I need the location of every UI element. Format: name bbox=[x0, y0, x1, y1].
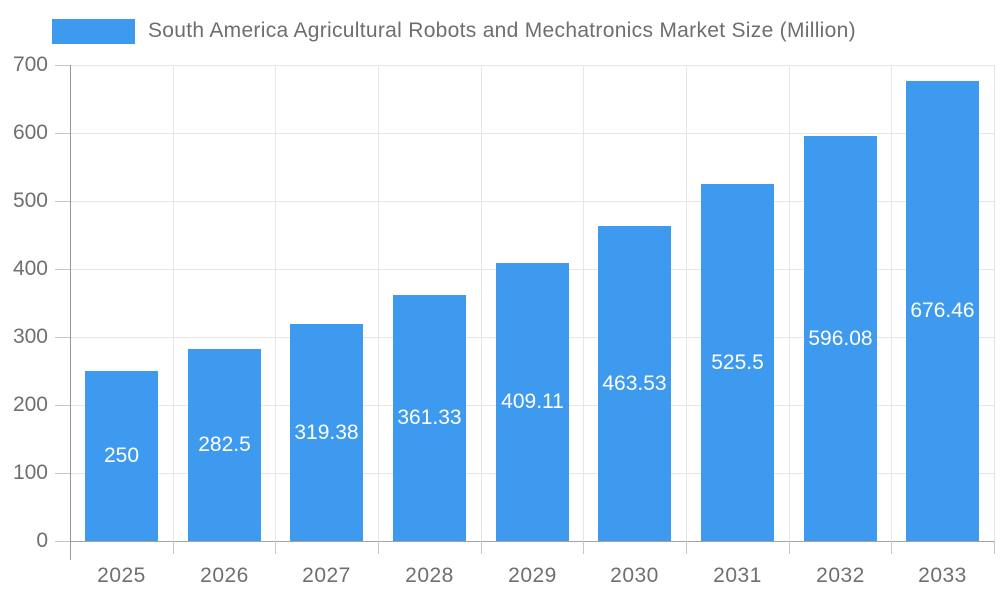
bar-value-label: 250 bbox=[103, 444, 140, 467]
gridline-v bbox=[173, 65, 174, 541]
y-tick bbox=[55, 269, 70, 270]
bar-2028[interactable]: 361.33 bbox=[393, 295, 466, 541]
x-axis-tick-label: 2028 bbox=[405, 564, 454, 587]
x-tick bbox=[583, 541, 584, 554]
gridline-v bbox=[481, 65, 482, 541]
bar-2025[interactable]: 250 bbox=[85, 371, 158, 541]
bar-2032[interactable]: 596.08 bbox=[804, 136, 877, 541]
x-axis-tick-label: 2031 bbox=[713, 564, 762, 587]
x-tick bbox=[275, 541, 276, 554]
bar-value-label: 596.08 bbox=[808, 326, 873, 350]
gridline-v bbox=[275, 65, 276, 541]
bar-value-label: 282.5 bbox=[198, 433, 251, 456]
gridline-h bbox=[70, 65, 994, 66]
bar-value-label: 676.46 bbox=[910, 299, 975, 322]
gridline-v bbox=[378, 65, 379, 541]
x-axis-tick-label: 2032 bbox=[816, 564, 865, 587]
bar-2027[interactable]: 319.38 bbox=[290, 324, 363, 541]
x-tick bbox=[686, 541, 687, 554]
y-tick bbox=[55, 201, 70, 202]
plot-area: 250 282.5 319.38 361.33 409.11 463.53 525.5 596… bbox=[70, 65, 995, 541]
y-tick bbox=[55, 473, 70, 474]
y-axis-tick-label: 600 bbox=[12, 121, 48, 144]
x-axis-tick-label: 2029 bbox=[508, 564, 557, 587]
y-axis-tick-label: 500 bbox=[12, 189, 48, 212]
bar-value-label: 463.53 bbox=[602, 371, 667, 395]
y-tick bbox=[55, 65, 70, 66]
gridline-h bbox=[70, 201, 994, 202]
y-tick bbox=[55, 337, 70, 338]
x-axis-tick-label: 2026 bbox=[200, 564, 249, 587]
gridline-v bbox=[686, 65, 687, 541]
x-tick bbox=[70, 541, 71, 560]
x-axis-line bbox=[70, 541, 994, 542]
x-axis-tick-label: 2025 bbox=[97, 564, 146, 587]
gridline-v bbox=[994, 65, 995, 541]
x-axis-tick-label: 2030 bbox=[610, 564, 659, 587]
bar-2031[interactable]: 525.5 bbox=[701, 184, 774, 541]
y-axis-line bbox=[70, 65, 71, 560]
y-axis-tick-label: 700 bbox=[12, 53, 48, 76]
y-axis-tick-label: 400 bbox=[12, 257, 48, 280]
bar-value-label: 361.33 bbox=[397, 406, 462, 429]
y-tick bbox=[55, 541, 70, 542]
x-tick bbox=[173, 541, 174, 554]
legend-swatch bbox=[52, 18, 135, 44]
x-tick bbox=[481, 541, 482, 554]
y-tick bbox=[55, 405, 70, 406]
x-axis-tick-label: 2033 bbox=[918, 564, 967, 587]
bar-value-label: 525.5 bbox=[711, 350, 764, 374]
bar-2029[interactable]: 409.11 bbox=[496, 263, 569, 541]
gridline-v bbox=[583, 65, 584, 541]
x-tick bbox=[378, 541, 379, 554]
x-tick bbox=[891, 541, 892, 554]
y-axis-tick-label: 100 bbox=[12, 461, 48, 484]
y-axis-tick-label: 0 bbox=[36, 529, 48, 552]
gridline-h bbox=[70, 133, 994, 134]
y-axis-tick-label: 300 bbox=[12, 325, 48, 348]
bar-value-label: 409.11 bbox=[501, 390, 564, 413]
y-tick bbox=[55, 133, 70, 134]
legend-label: South America Agricultural Robots and Me… bbox=[148, 19, 856, 42]
x-tick bbox=[994, 541, 995, 554]
bar-2033[interactable]: 676.46 bbox=[906, 81, 979, 541]
x-tick bbox=[789, 541, 790, 554]
bar-2026[interactable]: 282.5 bbox=[188, 349, 261, 541]
x-axis-tick-label: 2027 bbox=[302, 564, 351, 587]
legend[interactable]: South America Agricultural Robots and Me… bbox=[52, 18, 856, 44]
gridline-v bbox=[891, 65, 892, 541]
gridline-v bbox=[789, 65, 790, 541]
bar-value-label: 319.38 bbox=[294, 420, 359, 444]
y-axis-tick-label: 200 bbox=[12, 393, 48, 416]
bar-2030[interactable]: 463.53 bbox=[598, 226, 671, 541]
